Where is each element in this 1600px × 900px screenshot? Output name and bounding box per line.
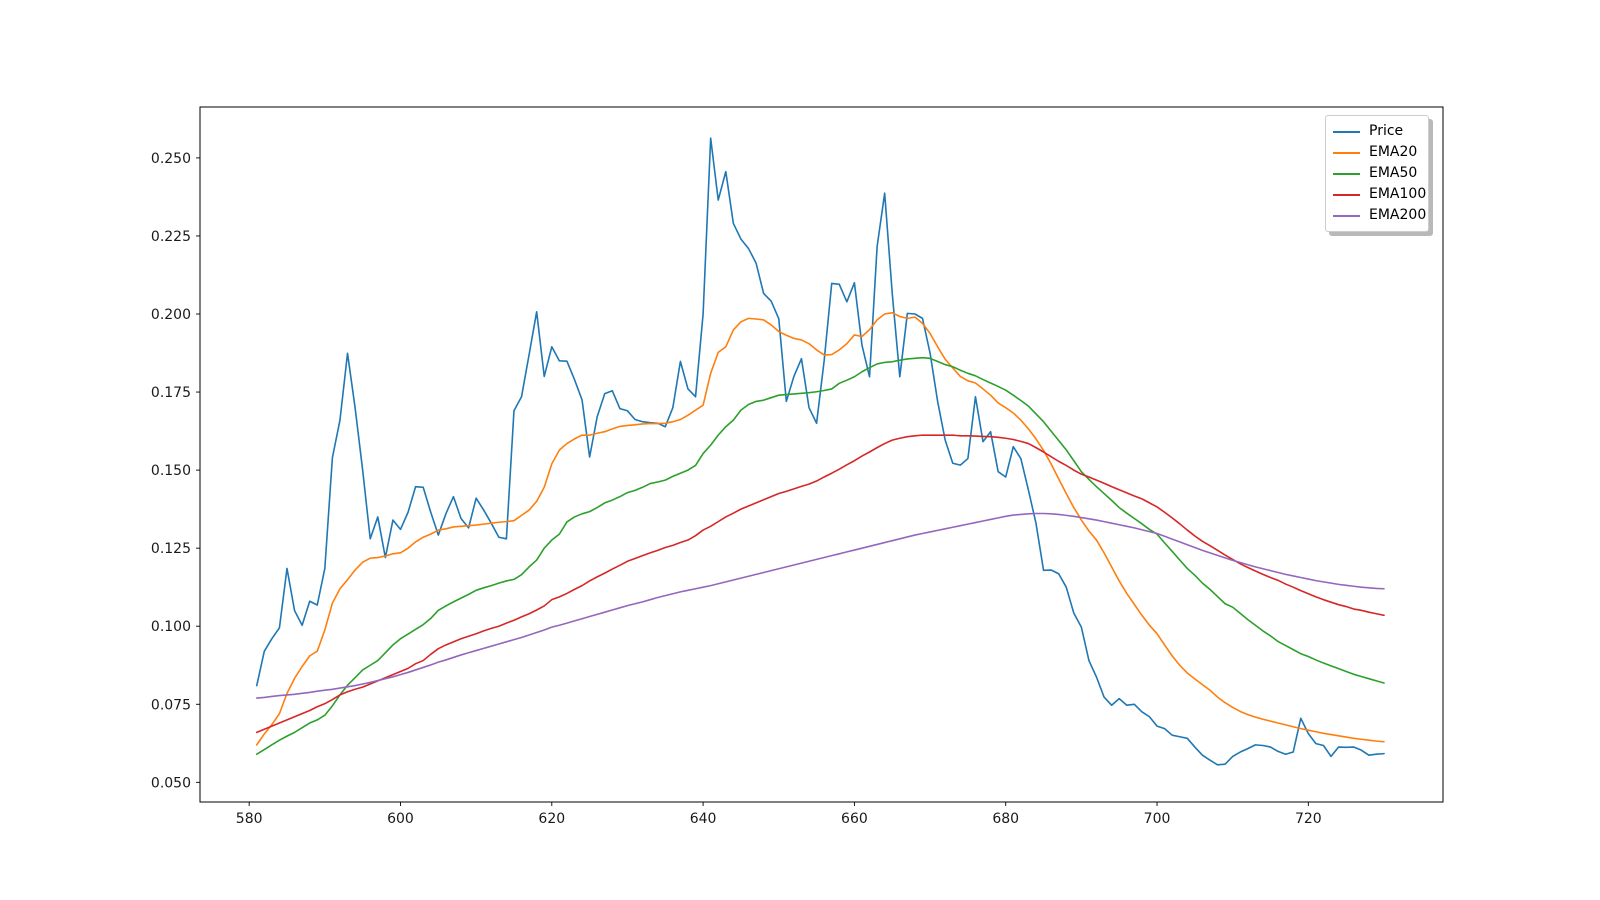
legend-label: Price <box>1369 123 1404 139</box>
x-axis-tick-label: 720 <box>1295 811 1322 827</box>
y-axis-tick-label: 0.125 <box>151 541 191 557</box>
y-axis-tick-label: 0.075 <box>151 697 191 713</box>
legend-item-ema200: EMA200 <box>1333 205 1426 226</box>
legend-swatch-ema100-line <box>1333 193 1360 196</box>
x-axis-tick-label: 700 <box>1144 811 1171 827</box>
y-axis-tick-label: 0.225 <box>151 229 191 245</box>
y-axis-tick-label: 0.100 <box>151 619 191 635</box>
x-axis-tick-label: 660 <box>841 811 868 827</box>
legend-label: EMA20 <box>1369 144 1418 160</box>
x-axis-tick-label: 580 <box>236 811 263 827</box>
legend-item-ema50: EMA50 <box>1333 163 1422 184</box>
legend-item-ema100: EMA100 <box>1333 184 1426 205</box>
y-axis-tick-label: 0.200 <box>151 307 191 323</box>
legend-swatch-ema200-line <box>1333 214 1360 217</box>
series-ema20-line <box>255 311 1385 746</box>
legend-label: EMA100 <box>1369 186 1427 202</box>
legend-item-ema20: EMA20 <box>1333 142 1422 163</box>
y-axis-tick-label: 0.150 <box>151 463 191 479</box>
series-price-line <box>255 137 1385 766</box>
x-axis-tick-label: 620 <box>538 811 565 827</box>
legend: Price EMA20 EMA50 EMA100 EMA200 <box>1325 115 1429 232</box>
x-axis-tick-label: 600 <box>387 811 414 827</box>
y-axis-tick-label: 0.175 <box>151 385 191 401</box>
legend-swatch-ema20-line <box>1333 151 1360 154</box>
legend-swatch-ema50-line <box>1333 172 1360 175</box>
series-ema200-line <box>255 512 1385 699</box>
y-axis-tick-label: 0.050 <box>151 775 191 791</box>
y-axis-tick-label: 0.250 <box>151 151 191 167</box>
series-ema100-line <box>255 434 1385 734</box>
legend-swatch-price-line <box>1333 130 1360 133</box>
x-axis-tick-label: 680 <box>992 811 1019 827</box>
legend-label: EMA50 <box>1369 165 1418 181</box>
legend-item-price: Price <box>1333 121 1422 142</box>
series-ema50-line <box>255 356 1385 756</box>
plot-border <box>199 106 1444 803</box>
legend-label: EMA200 <box>1369 207 1427 223</box>
x-axis-tick-label: 640 <box>690 811 717 827</box>
